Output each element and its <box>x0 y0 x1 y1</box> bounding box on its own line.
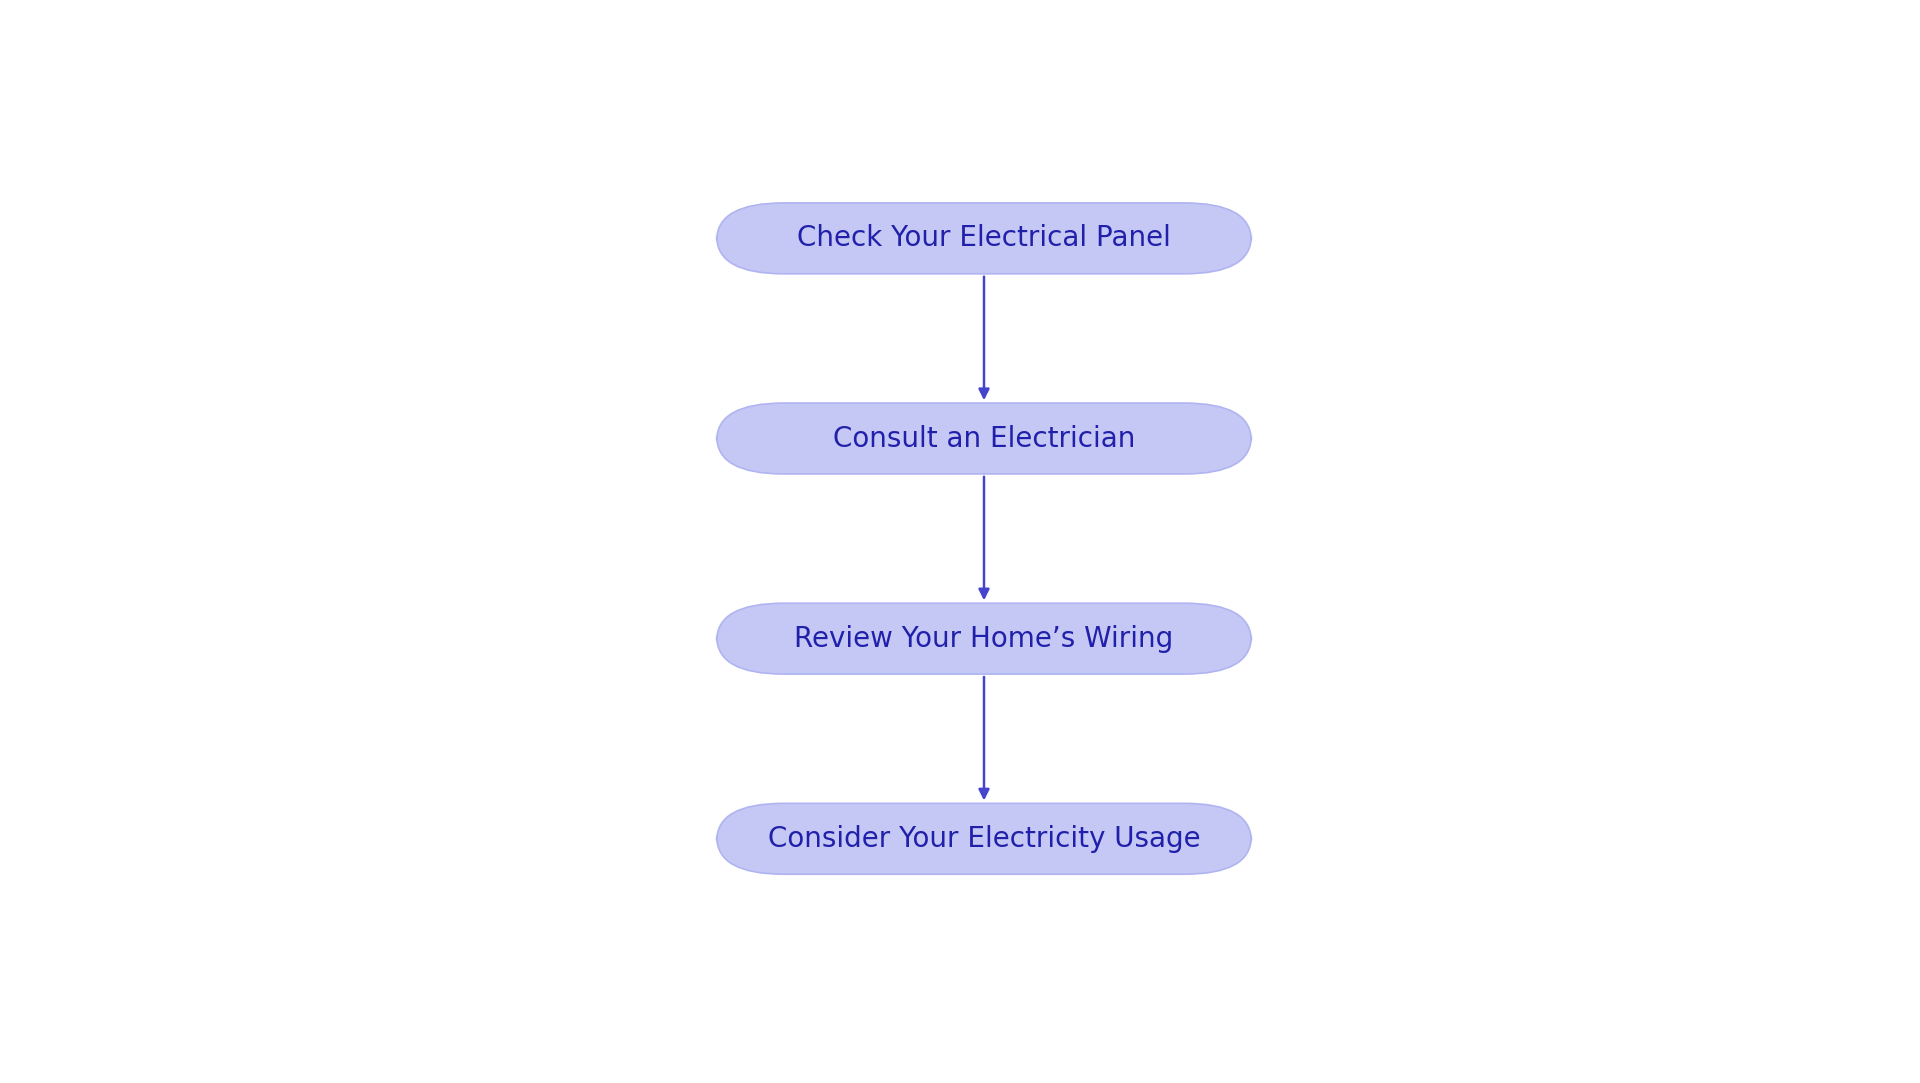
Text: Check Your Electrical Panel: Check Your Electrical Panel <box>797 224 1171 252</box>
FancyBboxPatch shape <box>716 403 1252 474</box>
Text: Consider Your Electricity Usage: Consider Your Electricity Usage <box>768 825 1200 852</box>
Text: Consult an Electrician: Consult an Electrician <box>833 425 1135 453</box>
FancyBboxPatch shape <box>716 603 1252 674</box>
FancyBboxPatch shape <box>716 804 1252 874</box>
Text: Review Your Home’s Wiring: Review Your Home’s Wiring <box>795 625 1173 653</box>
FancyBboxPatch shape <box>716 203 1252 274</box>
